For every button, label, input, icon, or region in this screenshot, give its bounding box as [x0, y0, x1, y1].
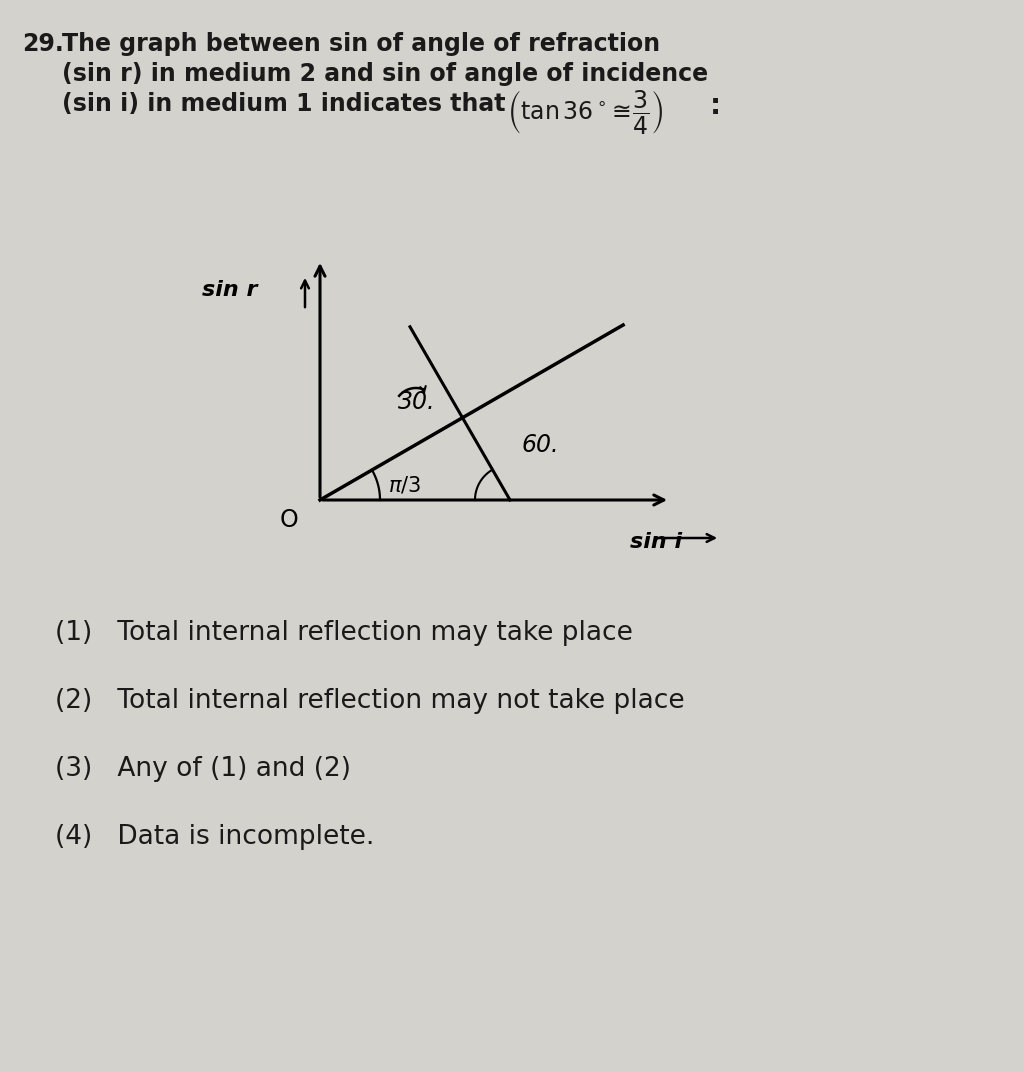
Text: O: O [280, 508, 298, 532]
Text: (sin r) in medium 2 and sin of angle of incidence: (sin r) in medium 2 and sin of angle of … [62, 62, 709, 86]
Text: (4)   Data is incomplete.: (4) Data is incomplete. [55, 824, 375, 850]
Text: $\left(\tan 36^\circ\!\cong\!\dfrac{3}{4}\right)$: $\left(\tan 36^\circ\!\cong\!\dfrac{3}{4… [507, 88, 663, 136]
Text: (sin i) in medium 1 indicates that: (sin i) in medium 1 indicates that [62, 92, 506, 116]
Text: (3)   Any of (1) and (2): (3) Any of (1) and (2) [55, 756, 351, 781]
Text: $\pi/3$: $\pi/3$ [388, 475, 421, 495]
Text: (2)   Total internal reflection may not take place: (2) Total internal reflection may not ta… [55, 688, 685, 714]
Text: The graph between sin of angle of refraction: The graph between sin of angle of refrac… [62, 32, 660, 56]
Text: 30.: 30. [398, 390, 435, 414]
Text: 60.: 60. [522, 433, 559, 457]
Text: sin i: sin i [630, 532, 682, 552]
Text: :: : [710, 92, 721, 120]
Text: sin r: sin r [203, 280, 258, 300]
Text: (1)   Total internal reflection may take place: (1) Total internal reflection may take p… [55, 620, 633, 646]
Text: 29.: 29. [22, 32, 63, 56]
